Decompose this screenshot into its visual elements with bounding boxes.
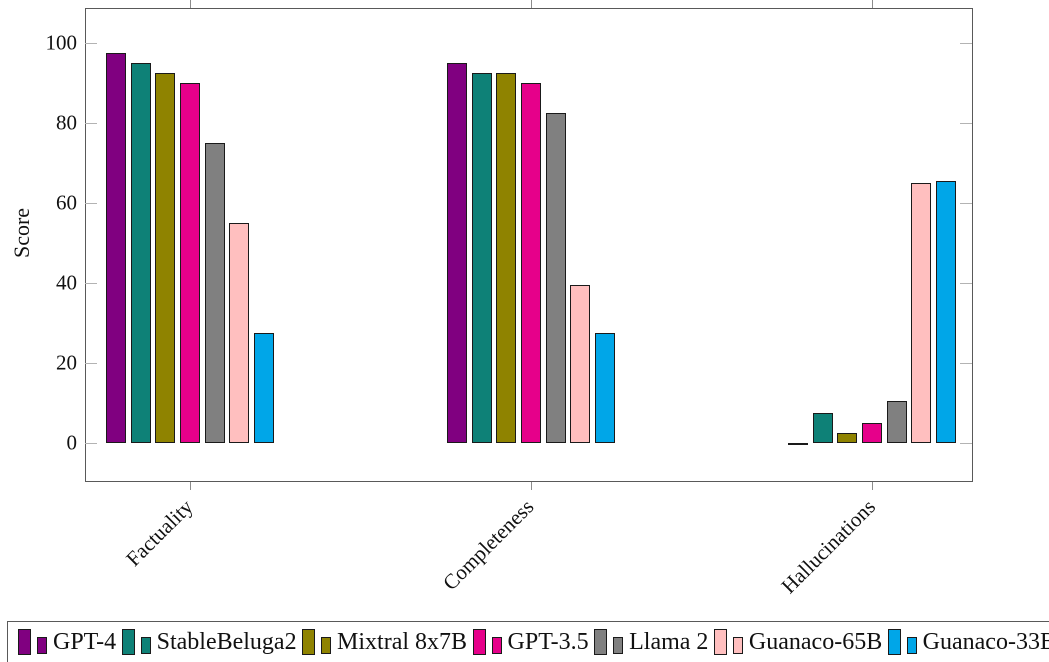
legend-label: Llama 2 [629,629,709,655]
legend-entry-gpt-4: GPT-4 [18,629,117,656]
legend-swatch-icon [713,629,727,656]
bar-gpt-3-5-completeness [521,83,541,443]
bar-guanaco-33b-completeness [594,333,615,443]
legend-swatch-icon [302,629,316,656]
legend-swatch-icon [906,637,917,655]
x-tick-mark-bottom [872,482,873,490]
bar-llama-2-factuality [204,143,225,443]
y-tick-label: 20 [56,350,77,375]
bar-gpt-3-5-factuality [180,83,200,443]
y-tick-label: 40 [56,270,77,295]
bar-guanaco-33b-factuality [253,333,274,443]
y-tick-mark [85,203,97,204]
y-tick-mark [85,283,97,284]
x-tick-mark-top [190,0,191,8]
legend-entry-llama-2: Llama 2 [594,629,709,656]
y-tick-label: 60 [56,190,77,215]
bar-llama-2-hallucinations [886,401,907,443]
legend-label: StableBeluga2 [156,629,297,655]
bar-stablebeluga2-hallucinations [812,413,833,443]
y-tick-label: 80 [56,110,77,135]
x-tick-mark-top [531,0,532,8]
y-tick-label: 100 [45,30,78,55]
bar-gpt-4-hallucinations [788,443,809,445]
bar-guanaco-33b-hallucinations [935,181,956,443]
legend-swatch-icon [121,629,135,656]
bar-stablebeluga2-completeness [471,73,492,443]
bar-mixtral-8x7b-hallucinations [837,433,858,443]
legend-entry-gpt-3-5: GPT-3.5 [472,629,589,656]
legend-swatch-icon [491,637,502,655]
x-category-label: Factuality [121,494,198,571]
bar-mixtral-8x7b-completeness [496,73,517,443]
y-tick-mark [85,443,97,444]
bar-guanaco-65b-factuality [229,223,250,443]
legend-label: Guanaco-65B [748,629,883,655]
legend-swatch-icon [321,637,332,655]
x-category-label: Hallucinations [775,494,880,599]
y-tick-mark [960,363,972,364]
legend-entry-guanaco-33b: Guanaco-33B [887,629,1049,656]
y-tick-mark [960,43,972,44]
x-category-label: Completeness [438,494,539,595]
bar-stablebeluga2-factuality [130,63,151,443]
legend-label: Guanaco-33B [922,629,1049,655]
bar-gpt-4-completeness [447,63,468,443]
legend-label: GPT-3.5 [507,629,589,655]
y-tick-mark [960,443,972,444]
legend-entry-stablebeluga2: StableBeluga2 [121,629,297,656]
legend-swatch-icon [472,629,486,656]
x-tick-mark-top [872,0,873,8]
legend-swatch-icon [140,637,151,655]
y-tick-mark [85,43,97,44]
x-tick-mark-bottom [190,482,191,490]
bar-gpt-4-factuality [106,53,127,443]
legend: GPT-4 StableBeluga2 Mixtral 8x7B GPT-3.5 Lla… [7,621,1049,662]
legend-swatch-icon [18,629,31,656]
y-tick-mark [960,283,972,284]
legend-label: GPT-4 [53,629,117,655]
bar-guanaco-65b-completeness [570,285,591,443]
legend-swatch-icon [594,629,608,656]
x-tick-mark-bottom [531,482,532,490]
y-tick-mark [85,363,97,364]
bar-llama-2-completeness [545,113,566,443]
y-tick-mark [960,123,972,124]
bar-mixtral-8x7b-factuality [155,73,176,443]
bar-guanaco-65b-hallucinations [911,183,932,443]
legend-entry-mixtral-8x7b: Mixtral 8x7B [302,629,468,656]
y-tick-label: 0 [66,430,78,455]
legend-swatch-icon [732,637,743,655]
legend-label: Mixtral 8x7B [337,629,468,655]
legend-swatch-icon [613,637,624,655]
y-tick-mark [960,203,972,204]
y-tick-mark [85,123,97,124]
legend-swatch-icon [887,629,901,656]
legend-swatch-icon [37,637,47,655]
bar-gpt-3-5-hallucinations [862,423,882,443]
legend-entry-guanaco-65b: Guanaco-65B [713,629,883,656]
